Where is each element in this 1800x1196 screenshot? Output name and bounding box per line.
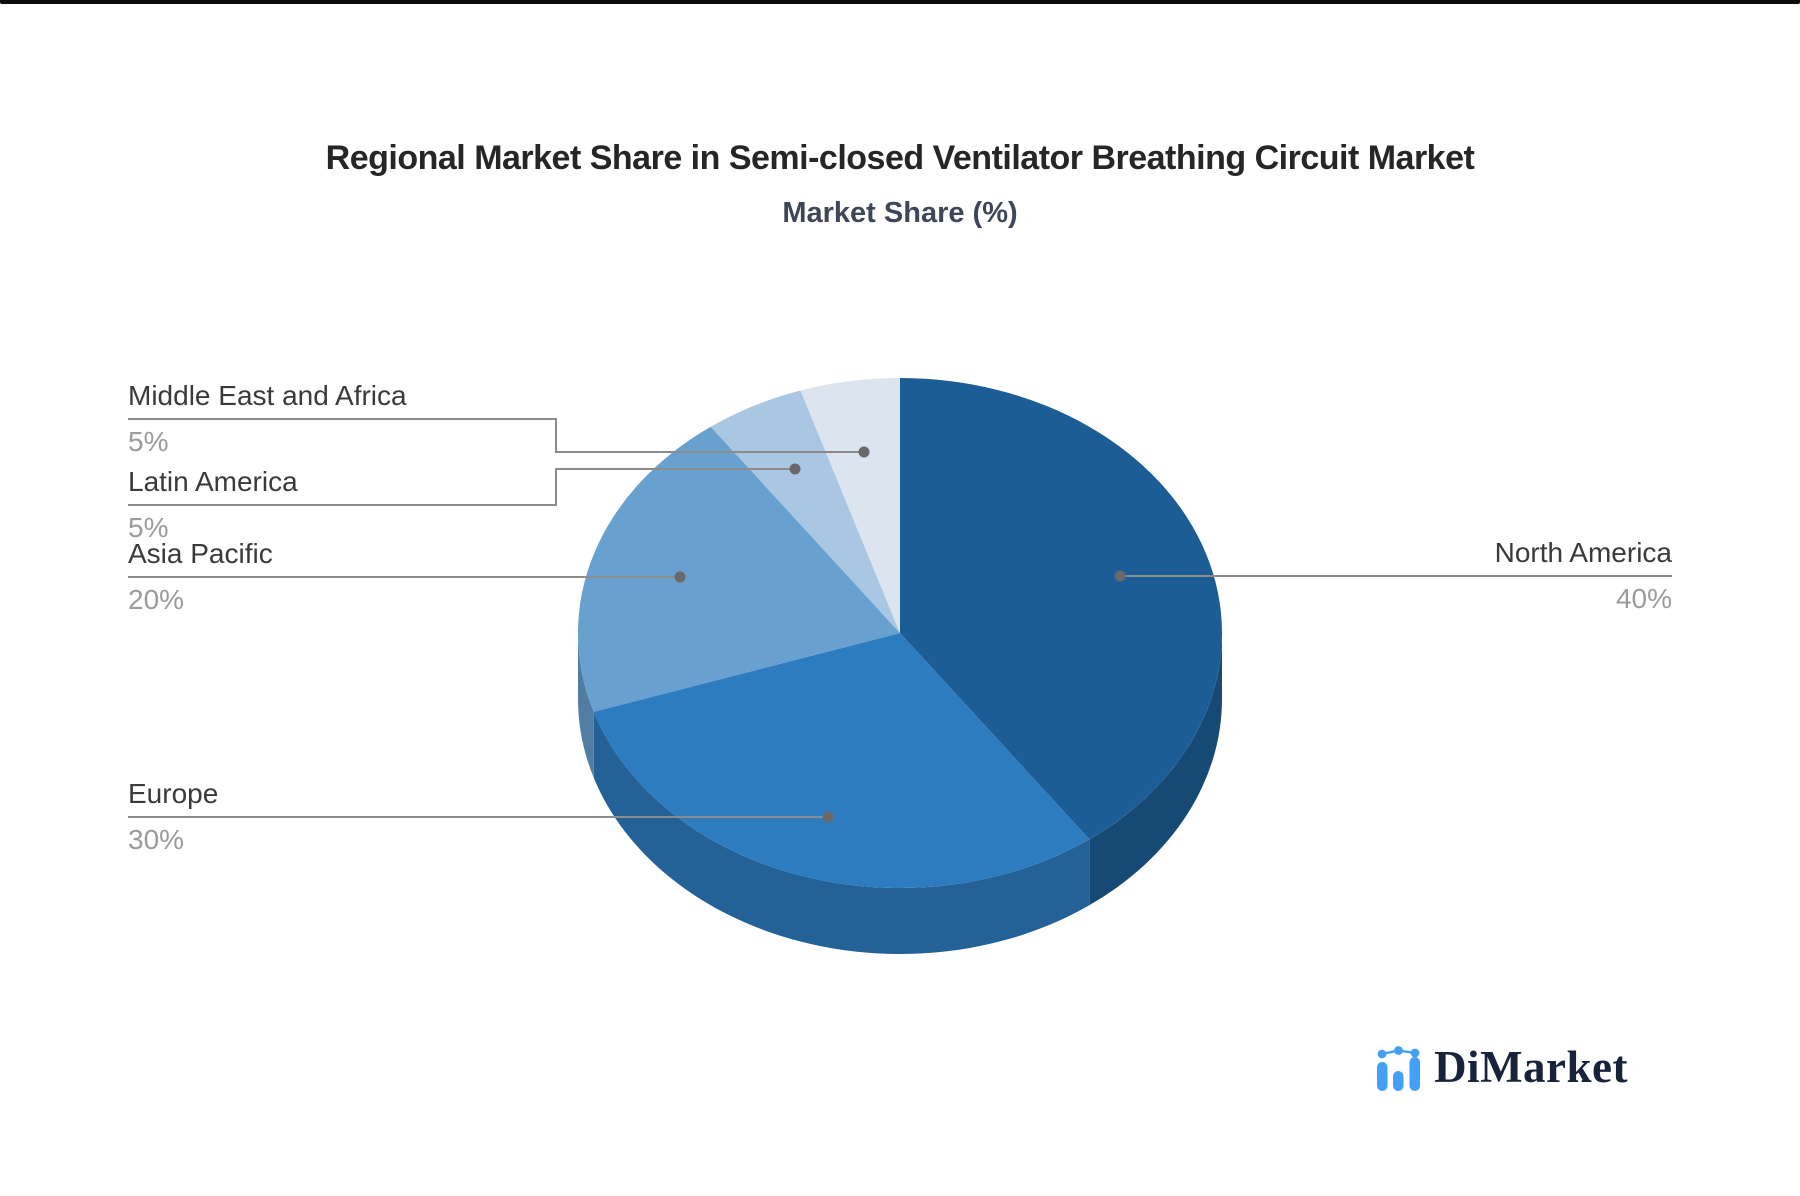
pie-slice-europe[interactable]: [593, 633, 1090, 888]
slice-pct: 20%: [128, 584, 185, 615]
slice-name: North America: [1494, 537, 1672, 568]
slice-name: Asia Pacific: [128, 538, 273, 569]
slice-name: Latin America: [128, 466, 298, 497]
leader-dot-middle-east-and-africa: [858, 446, 870, 458]
pie-slice-asia-pacific[interactable]: [578, 426, 900, 712]
window-top-edge: [0, 0, 1800, 4]
slice-pct: 5%: [128, 426, 169, 457]
chart-title: Regional Market Share in Semi-closed Ven…: [325, 139, 1475, 177]
bar-chart-logo-icon: [1377, 1046, 1421, 1091]
slice-label-europe: Europe 30%: [128, 777, 588, 857]
chart-subtitle: Market Share (%): [782, 197, 1018, 229]
slice-pct: 5%: [128, 512, 169, 543]
slice-pct: 40%: [1615, 583, 1672, 614]
pie-slice-side-north-america: [1089, 633, 1222, 906]
leader-line-middle-east-and-africa: [128, 418, 864, 453]
slice-label-north-america: North America 40%: [1212, 536, 1672, 616]
slice-label-asia-pacific: Asia Pacific 20%: [128, 537, 588, 617]
slice-label-middle-east-and-africa: Middle East and Africa 5%: [128, 379, 588, 459]
leader-dot-europe: [822, 811, 834, 823]
slice-label-latin-america: Latin America 5%: [128, 465, 588, 545]
slice-pct: 30%: [128, 824, 185, 855]
brand-name: DiMarket: [1434, 1042, 1628, 1092]
slice-name: Europe: [128, 778, 219, 809]
leader-dot-latin-america: [789, 463, 801, 475]
leader-dot-asia-pacific: [674, 571, 686, 583]
slice-name: Middle East and Africa: [128, 380, 407, 411]
pie-slice-north-america[interactable]: [900, 378, 1223, 840]
brand-logo: DiMarket: [1376, 1042, 1628, 1092]
leader-dot-north-america: [1114, 570, 1126, 582]
pie-slice-side-asia-pacific: [578, 633, 594, 778]
leader-line-latin-america: [128, 468, 795, 506]
pie-slice-middle-east-and-africa[interactable]: [800, 378, 900, 633]
pie-slice-side-europe: [593, 711, 1090, 954]
